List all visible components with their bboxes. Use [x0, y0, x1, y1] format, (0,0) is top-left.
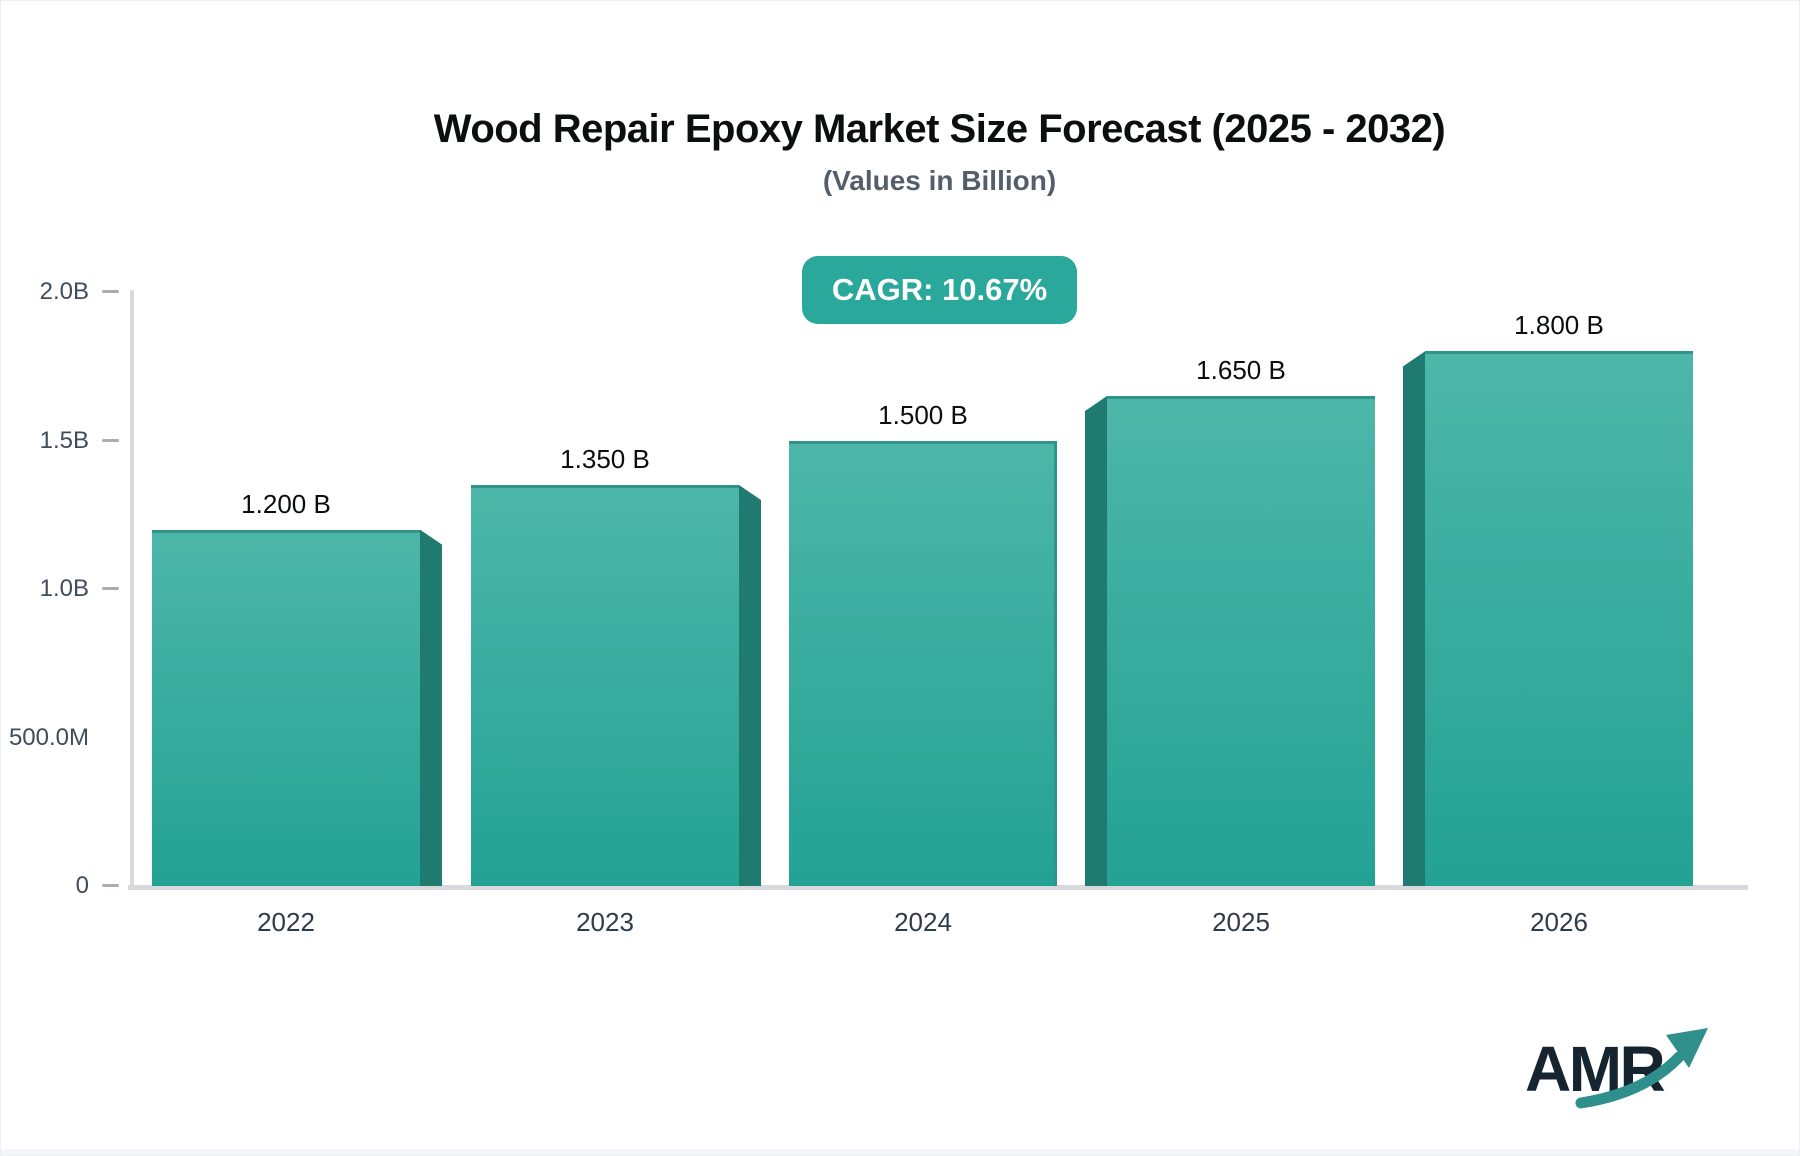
bar-value-label: 1.800 B [1514, 310, 1604, 341]
chart-subtitle: (Values in Billion) [822, 165, 1057, 196]
bar-side-shadow [420, 529, 442, 886]
y-axis-label: 1.0B [39, 575, 89, 602]
bar-value-label: 1.500 B [878, 399, 968, 430]
bar-side-shadow [1085, 395, 1107, 886]
amr-logo: AMR [1525, 1028, 1708, 1109]
y-axis-label: 1.5B [39, 426, 89, 454]
y-axis-label: 2.0B [39, 278, 89, 305]
growth-arrow-icon [1575, 1028, 1708, 1109]
bottom-edge-strip [1, 1149, 1799, 1155]
y-axis-tick [102, 290, 119, 293]
bar-value-label: 1.350 B [560, 444, 650, 475]
bar-side-shadow [739, 485, 761, 886]
bar-2022 [152, 529, 420, 886]
x-axis-label: 2023 [576, 907, 634, 937]
amr-logo-text: AMR [1525, 1033, 1665, 1105]
x-axis-label: 2025 [1212, 907, 1270, 937]
x-axis-line [128, 885, 1748, 890]
x-axis-label: 2026 [1530, 907, 1588, 937]
bar-2026 [1425, 351, 1693, 886]
bar-2024 [789, 440, 1057, 886]
bar-value-label: 1.200 B [241, 488, 331, 519]
y-axis-label: 0 [75, 872, 89, 899]
y-axis-tick [102, 587, 119, 590]
chart-title: Wood Repair Epoxy Market Size Forecast (… [433, 107, 1446, 151]
cagr-badge-row: CAGR: 10.67% [131, 256, 1748, 324]
bar-2023 [471, 485, 739, 886]
bar-2025 [1107, 395, 1375, 886]
cagr-badge: CAGR: 10.67% [801, 256, 1078, 324]
bar-side-shadow [1403, 351, 1425, 886]
y-axis-line [130, 290, 134, 888]
y-axis-label: 500.0M [8, 723, 89, 751]
x-axis-label: 2022 [257, 907, 315, 937]
bar-value-label: 1.650 B [1196, 354, 1286, 385]
x-axis-label: 2024 [894, 907, 952, 937]
y-axis-tick [102, 438, 119, 442]
y-axis-tick [102, 884, 119, 887]
